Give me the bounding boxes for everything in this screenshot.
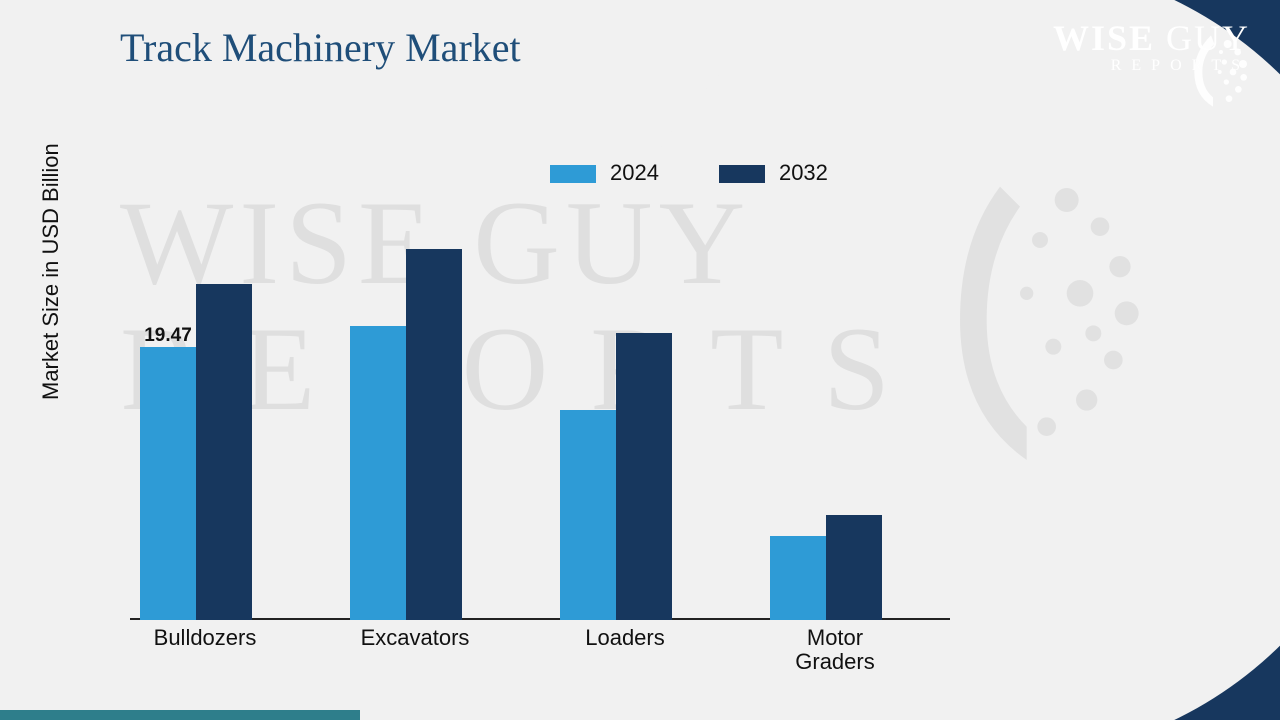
legend-swatch-2024 — [550, 165, 596, 183]
bar-value-label: 19.47 — [144, 325, 192, 347]
x-tick-label: MotorGraders — [760, 620, 910, 674]
legend-item-2032: 2032 — [719, 160, 828, 186]
chart-frame: WISE GUY R E P O R T S Track Machinery M… — [0, 0, 1280, 720]
footer-strip — [0, 710, 360, 720]
x-tick-label: Loaders — [550, 620, 700, 650]
legend-label-2024: 2024 — [610, 160, 659, 185]
legend: 2024 2032 — [550, 160, 828, 186]
brand-head-icon — [1186, 32, 1256, 112]
bar — [350, 326, 406, 620]
chart-title: Track Machinery Market — [120, 24, 521, 71]
legend-item-2024: 2024 — [550, 160, 659, 186]
plot-area: BulldozersExcavatorsLoadersMotorGraders1… — [130, 200, 950, 620]
bar — [560, 410, 616, 620]
bar — [826, 515, 882, 620]
logo-word-wise: WISE — [1053, 18, 1155, 58]
bar — [770, 536, 826, 620]
y-axis-label: Market Size in USD Billion — [38, 143, 64, 400]
brand-logo: WISE GUY REPORTS — [1053, 20, 1250, 74]
legend-label-2032: 2032 — [779, 160, 828, 185]
x-tick-label: Excavators — [340, 620, 490, 650]
legend-swatch-2032 — [719, 165, 765, 183]
bar — [616, 333, 672, 620]
bar — [140, 347, 196, 620]
bar — [406, 249, 462, 620]
bar — [196, 284, 252, 620]
x-tick-label: Bulldozers — [130, 620, 280, 650]
